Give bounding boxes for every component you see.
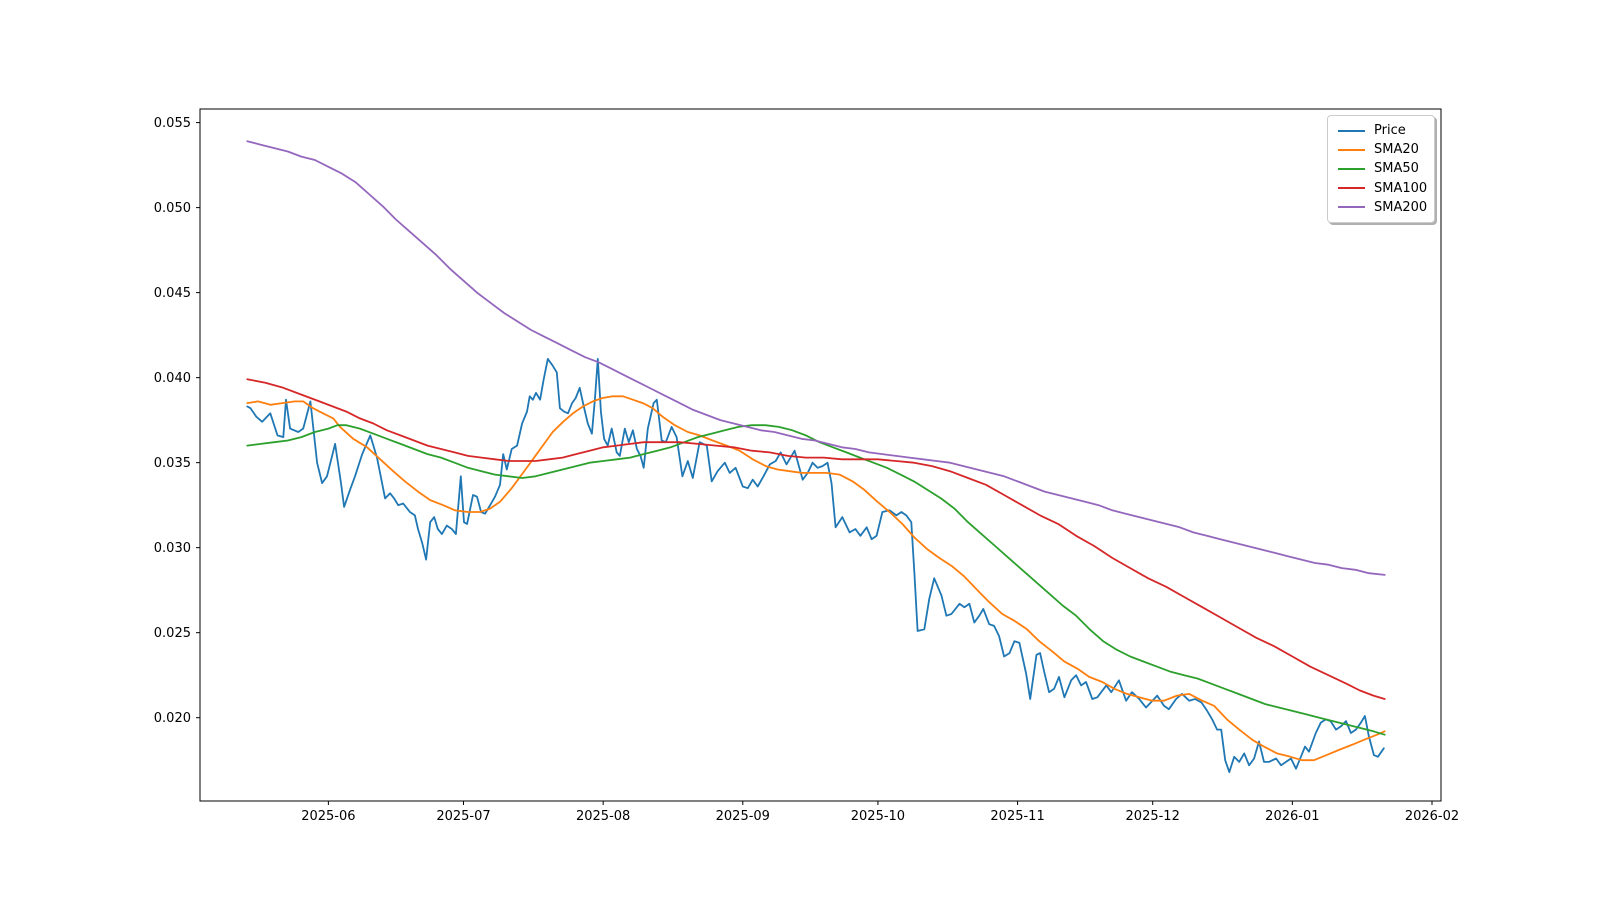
y-tick-label: 0.020: [154, 711, 191, 726]
legend-line-swatch: [1338, 187, 1365, 190]
y-tick-label: 0.055: [154, 116, 191, 131]
sma50-line: [246, 424, 1386, 736]
legend-line-swatch: [1338, 167, 1365, 170]
legend-item-sma200: SMA200: [1328, 198, 1434, 217]
x-tick-label: 2025-06: [301, 809, 355, 824]
legend-item-sma100: SMA100: [1328, 179, 1434, 198]
legend-label: SMA20: [1374, 142, 1419, 158]
legend-line-swatch: [1338, 129, 1365, 132]
y-tick-label: 0.050: [154, 201, 191, 216]
sma200-line: [246, 140, 1386, 576]
legend-item-price: Price: [1328, 121, 1434, 140]
y-tick-label: 0.035: [154, 456, 191, 471]
x-tick-label: 2026-02: [1405, 809, 1459, 824]
legend-label: Price: [1374, 123, 1406, 139]
legend-label: SMA100: [1374, 180, 1428, 196]
legend-label: SMA200: [1374, 199, 1428, 215]
x-tick-label: 2025-11: [990, 809, 1044, 824]
legend-item-sma50: SMA50: [1328, 159, 1434, 178]
y-tick-label: 0.030: [154, 541, 191, 556]
sma20-line: [246, 395, 1386, 762]
legend-line-swatch: [1338, 206, 1365, 209]
x-tick-label: 2025-08: [576, 809, 630, 824]
legend-item-sma20: SMA20: [1328, 140, 1434, 159]
y-tick-label: 0.040: [154, 371, 191, 386]
x-tick-label: 2025-10: [851, 809, 905, 824]
x-tick-label: 2026-01: [1265, 809, 1319, 824]
x-tick-label: 2025-07: [436, 809, 490, 824]
x-tick-label: 2025-09: [716, 809, 770, 824]
legend-line-swatch: [1338, 148, 1365, 151]
price-line: [246, 357, 1385, 773]
y-tick-label: 0.045: [154, 286, 191, 301]
sma100-line: [246, 378, 1386, 700]
y-tick-label: 0.025: [154, 626, 191, 641]
x-tick-label: 2025-12: [1126, 809, 1180, 824]
legend-box: Price SMA20 SMA50 SMA100 SMA200: [1327, 115, 1435, 223]
legend-label: SMA50: [1374, 161, 1419, 177]
plot-frame: [199, 108, 1442, 802]
